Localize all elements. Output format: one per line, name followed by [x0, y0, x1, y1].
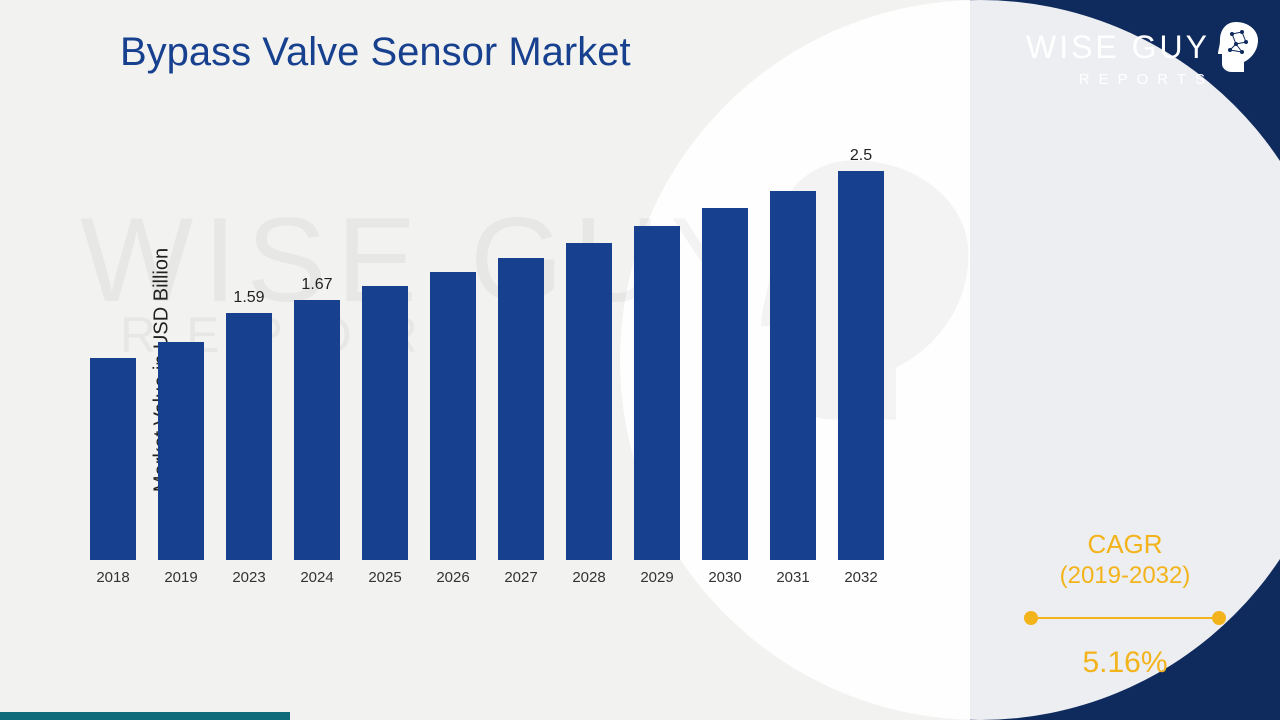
cagr-line [1030, 617, 1220, 619]
bar-plot: 2018201920231.5920241.672025202620272028… [90, 140, 910, 560]
bar-2031 [770, 191, 816, 560]
x-label-2032: 2032 [838, 569, 884, 586]
value-label-2032: 2.5 [838, 147, 884, 171]
x-label-2028: 2028 [566, 569, 612, 586]
cagr-title: CAGR [1000, 529, 1250, 560]
brand-line1: WISE GUY [1026, 20, 1262, 74]
cagr-block: CAGR (2019-2032) 5.16% [1000, 529, 1250, 680]
cagr-value: 5.16% [1000, 646, 1250, 680]
cagr-dot-right [1212, 611, 1226, 625]
cagr-years: (2019-2032) [1000, 562, 1250, 590]
bar-2023 [226, 313, 272, 560]
brain-head-icon [1216, 20, 1262, 74]
x-label-2024: 2024 [294, 569, 340, 586]
value-label-2023: 1.59 [226, 289, 272, 313]
x-label-2018: 2018 [90, 569, 136, 586]
bar-2018 [90, 358, 136, 560]
x-label-2026: 2026 [430, 569, 476, 586]
bar-2032 [838, 171, 884, 560]
x-label-2031: 2031 [770, 569, 816, 586]
bar-2030 [702, 208, 748, 560]
page-root: WISE GUY REPORTS Bypass Valve Sensor Mar… [0, 0, 1280, 720]
bar-2029 [634, 226, 680, 560]
cagr-divider [1030, 610, 1220, 630]
x-label-2030: 2030 [702, 569, 748, 586]
bar-2025 [362, 286, 408, 560]
bottom-accent-bar [0, 712, 290, 720]
bar-2024 [294, 300, 340, 560]
x-label-2029: 2029 [634, 569, 680, 586]
x-label-2025: 2025 [362, 569, 408, 586]
chart-title: Bypass Valve Sensor Market [120, 30, 631, 75]
brand-logo: WISE GUY REPORTS [1026, 20, 1262, 88]
bar-2027 [498, 258, 544, 560]
bar-2019 [158, 342, 204, 560]
bar-2028 [566, 243, 612, 560]
x-label-2019: 2019 [158, 569, 204, 586]
value-label-2024: 1.67 [294, 276, 340, 300]
chart-area: Market Value in USD Billion 201820192023… [60, 140, 910, 600]
brand-text-1: WISE GUY [1026, 29, 1210, 66]
x-label-2023: 2023 [226, 569, 272, 586]
bar-2026 [430, 272, 476, 560]
x-label-2027: 2027 [498, 569, 544, 586]
